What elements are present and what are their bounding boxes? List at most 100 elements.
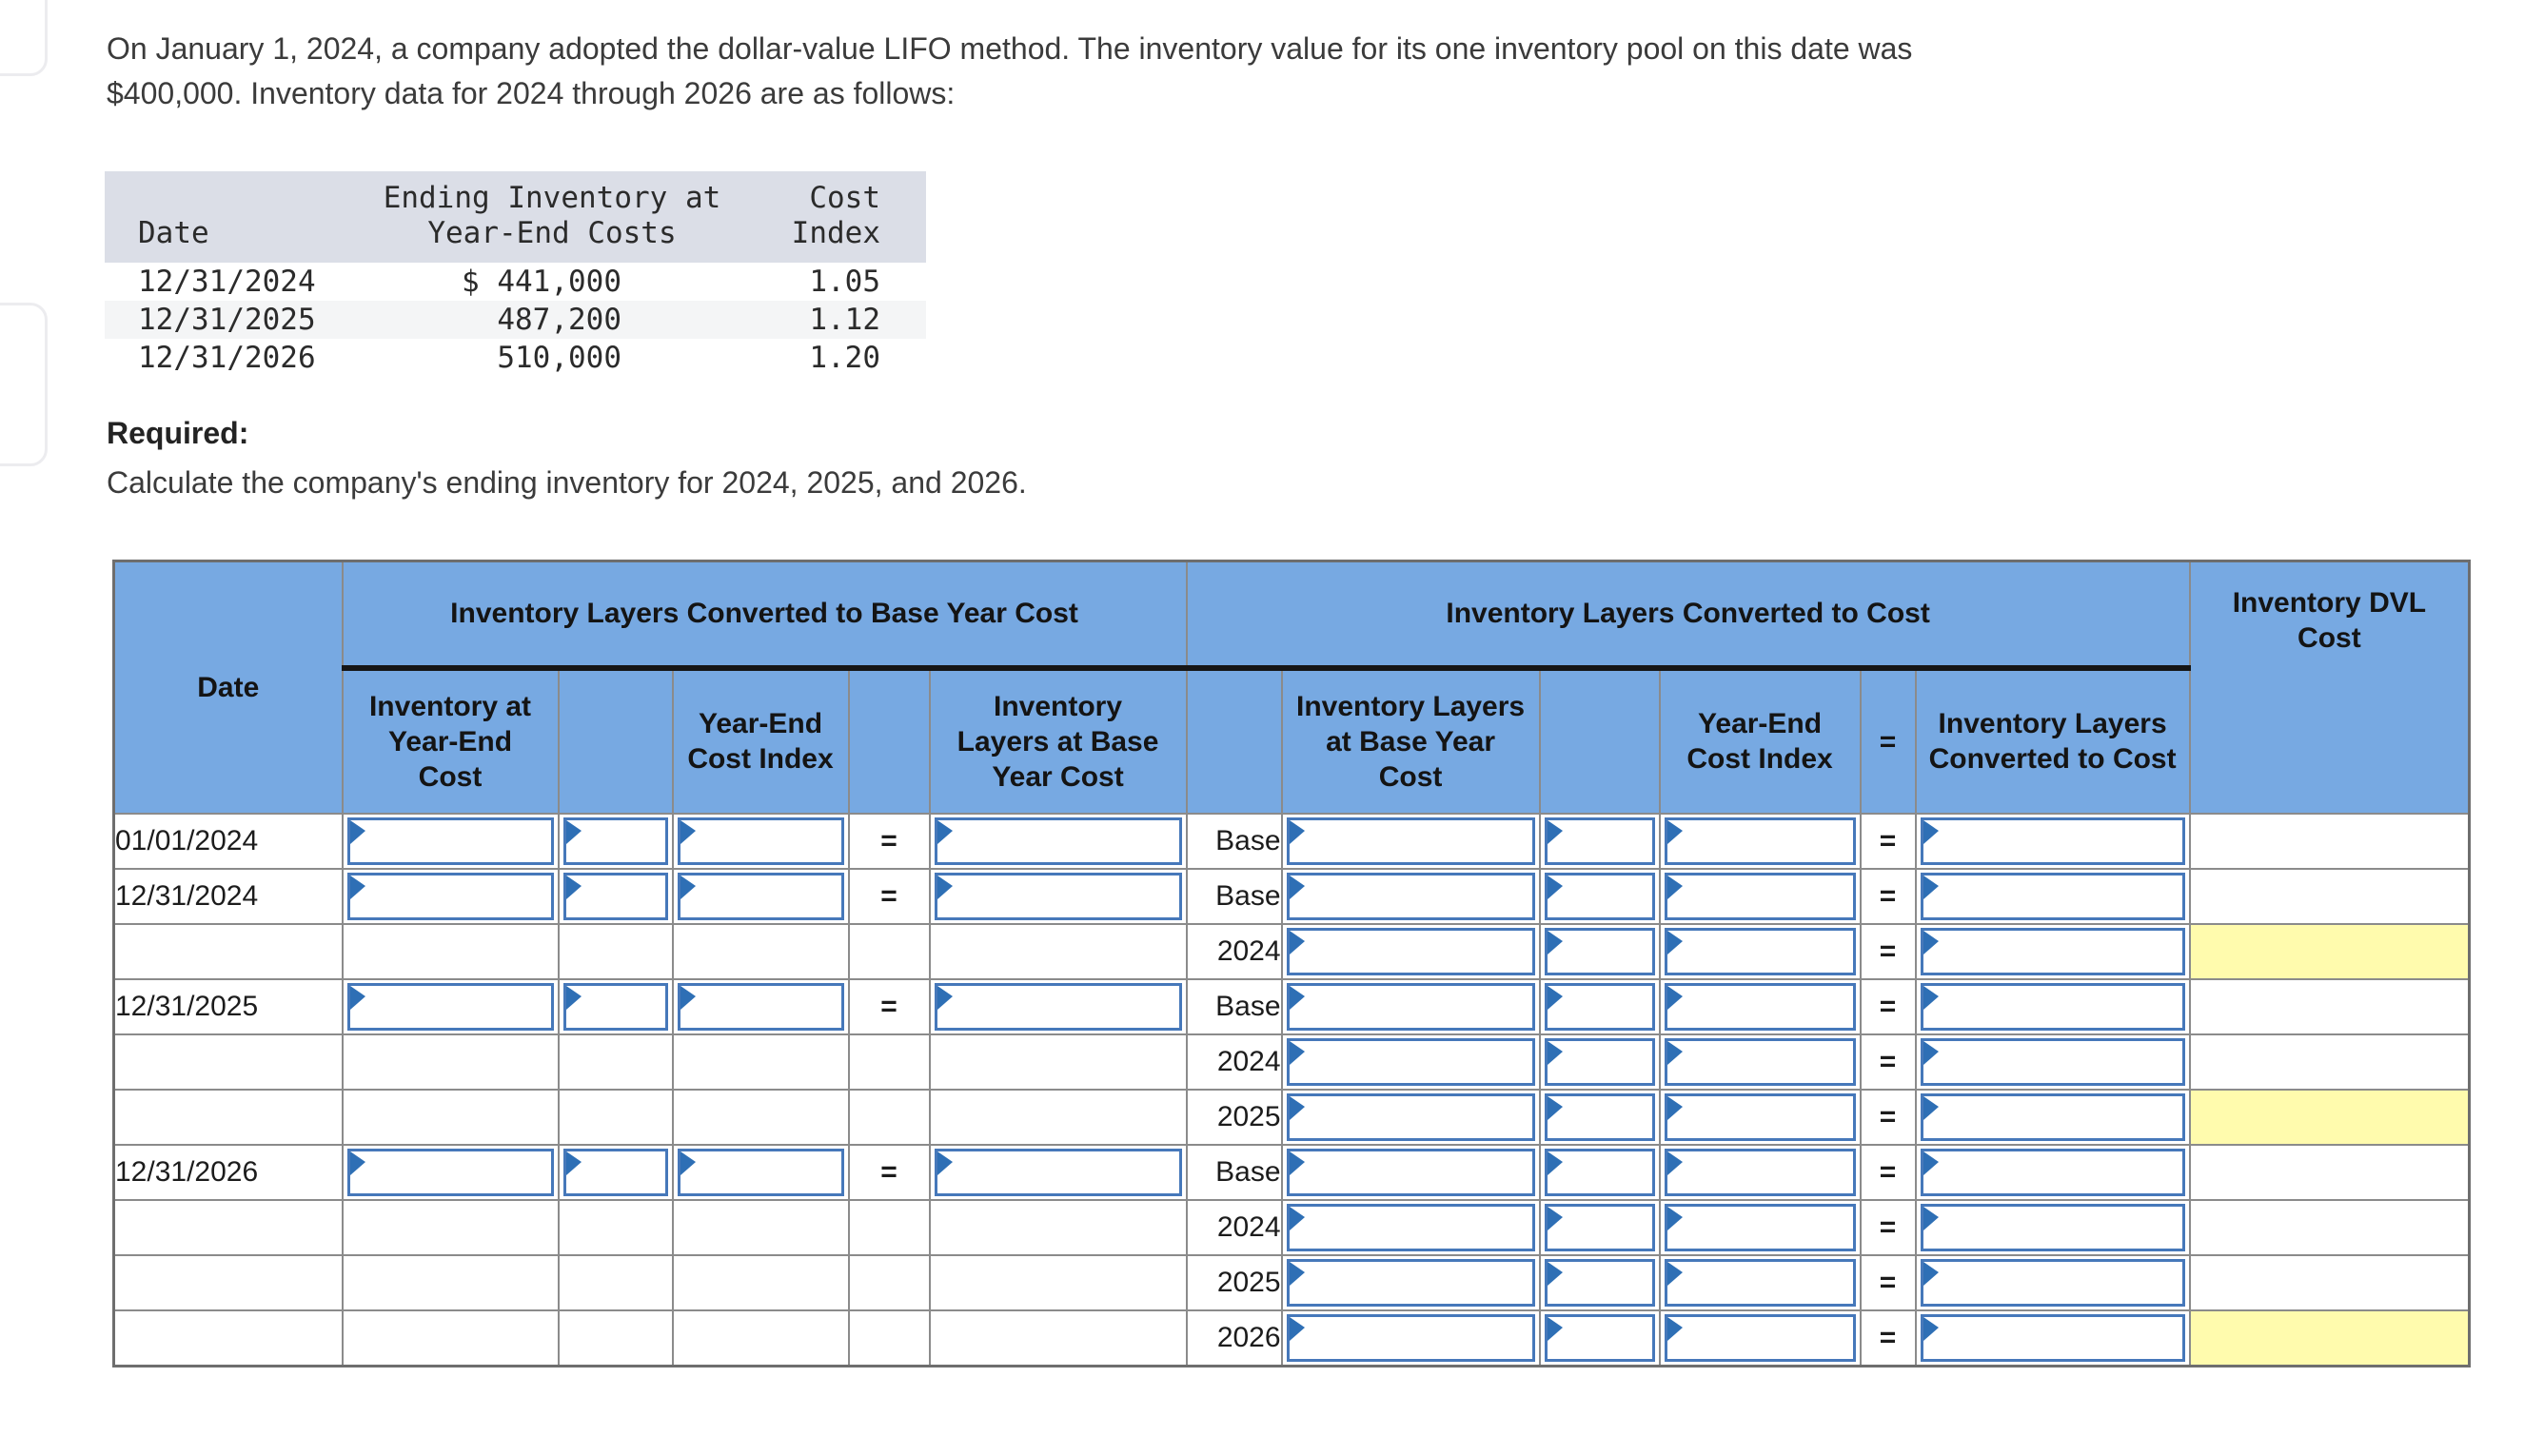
layer-year-end-cost-index-input[interactable] — [1664, 1037, 1856, 1086]
layers-at-base-year-cost-input[interactable] — [1286, 1148, 1535, 1196]
layer-conversion-input[interactable] — [1544, 982, 1655, 1031]
input-flag-icon — [937, 819, 953, 844]
dvl-column-header: Inventory DVL Cost — [2188, 560, 2471, 815]
data-table-row: 12/31/2025 487,200 1.12 — [105, 301, 926, 339]
layers-at-base-year-cost-input[interactable] — [1286, 927, 1535, 975]
g2-year-end-cost-index-header: Year-End Cost Index — [1658, 666, 1862, 815]
base-conversion-input[interactable] — [562, 872, 668, 920]
year-end-cost-index-input[interactable] — [677, 817, 844, 865]
input-flag-icon — [1666, 1261, 1683, 1286]
equals-sign: = — [847, 977, 931, 1035]
layers-converted-to-cost-input[interactable] — [1920, 817, 2185, 865]
layers-at-base-year-cost-input[interactable] — [1286, 1037, 1535, 1086]
year-end-cost-index-input[interactable] — [677, 982, 844, 1031]
layers-converted-to-cost-input[interactable] — [1920, 927, 2185, 975]
inventory-at-year-end-cost-input[interactable] — [346, 817, 554, 865]
layer-year-end-cost-index-input[interactable] — [1664, 817, 1856, 865]
layers-at-base-year-cost-input[interactable] — [1286, 872, 1535, 920]
layer-year-end-cost-index-input[interactable] — [1664, 1258, 1856, 1307]
cropped-side-button — [0, 303, 48, 466]
equals-sign: = — [847, 812, 931, 870]
layers-converted-to-cost-input[interactable] — [1920, 982, 2185, 1031]
input-flag-icon — [1289, 1316, 1305, 1341]
inventory-at-year-end-cost-input[interactable] — [346, 872, 554, 920]
base-conversion-input[interactable] — [562, 1148, 668, 1196]
layers-converted-to-cost-input[interactable] — [1920, 1203, 2185, 1251]
equals-sign: = — [1859, 812, 1917, 870]
input-flag-icon — [680, 985, 696, 1010]
input-flag-icon — [1547, 1151, 1563, 1175]
layer-label-cell: Base — [1185, 812, 1283, 870]
layer-conversion-input[interactable] — [1544, 1148, 1655, 1196]
g2-input-cell — [1914, 1253, 2191, 1311]
layer-conversion-input[interactable] — [1544, 1258, 1655, 1307]
inventory-at-year-end-cost-input[interactable] — [346, 1148, 554, 1196]
layer-year-end-cost-index-input[interactable] — [1664, 1313, 1856, 1362]
layers-at-base-year-cost-input[interactable] — [1286, 1203, 1535, 1251]
layer-label-cell: Base — [1185, 867, 1283, 925]
g1-input-cell — [341, 977, 560, 1035]
layer-conversion-input[interactable] — [1544, 1203, 1655, 1251]
equals-sign: = — [1859, 922, 1917, 980]
layer-conversion-input[interactable] — [1544, 1313, 1655, 1362]
inventory-at-year-end-cost-input[interactable] — [346, 982, 554, 1031]
input-flag-icon — [1923, 1151, 1939, 1175]
layers-converted-to-cost-input[interactable] — [1920, 1313, 2185, 1362]
row-date-cell: 12/31/2025 — [112, 977, 344, 1035]
empty-cell — [847, 1088, 931, 1146]
year-end-cost-index-input[interactable] — [677, 872, 844, 920]
layers-at-base-year-cost-input[interactable] — [1286, 1092, 1535, 1141]
layers-at-base-year-cost-input[interactable] — [1286, 982, 1535, 1031]
layers-converted-to-cost-input[interactable] — [1920, 1037, 2185, 1086]
g2-input-cell — [1914, 977, 2191, 1035]
layer-conversion-input[interactable] — [1544, 872, 1655, 920]
layer-conversion-input[interactable] — [1544, 817, 1655, 865]
g2-input-cell — [1280, 1253, 1541, 1311]
layer-year-end-cost-index-input[interactable] — [1664, 982, 1856, 1031]
row-date-cell — [112, 1033, 344, 1091]
layer-year-end-cost-index-input[interactable] — [1664, 927, 1856, 975]
empty-cell — [671, 1308, 850, 1367]
inventory-layers-at-base-year-cost-input[interactable] — [934, 982, 1182, 1031]
row-date-cell — [112, 1308, 344, 1367]
input-flag-icon — [1923, 1206, 1939, 1230]
empty-cell — [557, 922, 674, 980]
input-flag-icon — [1923, 1095, 1939, 1120]
input-flag-icon — [565, 819, 582, 844]
layer-conversion-input[interactable] — [1544, 927, 1655, 975]
inventory-layers-at-base-year-cost-input[interactable] — [934, 872, 1182, 920]
layers-converted-to-cost-input[interactable] — [1920, 1148, 2185, 1196]
input-flag-icon — [937, 1151, 953, 1175]
input-flag-icon — [565, 985, 582, 1010]
layer-year-end-cost-index-input[interactable] — [1664, 872, 1856, 920]
layers-at-base-year-cost-input[interactable] — [1286, 817, 1535, 865]
layer-label-cell: 2024 — [1185, 1198, 1283, 1256]
data-table-row: 12/31/2024 $ 441,000 1.05 — [105, 263, 926, 301]
layer-label-cell: 2025 — [1185, 1253, 1283, 1311]
layer-year-end-cost-index-input[interactable] — [1664, 1092, 1856, 1141]
inventory-layers-at-base-year-cost-input[interactable] — [934, 817, 1182, 865]
layer-year-end-cost-index-input[interactable] — [1664, 1148, 1856, 1196]
layers-at-base-year-cost-input[interactable] — [1286, 1313, 1535, 1362]
layer-conversion-input[interactable] — [1544, 1037, 1655, 1086]
layer-label-cell: 2024 — [1185, 922, 1283, 980]
layers-at-base-year-cost-input[interactable] — [1286, 1258, 1535, 1307]
inventory-layers-at-base-year-cost-input[interactable] — [934, 1148, 1182, 1196]
layers-converted-to-cost-input[interactable] — [1920, 1258, 2185, 1307]
g1-input-cell — [928, 812, 1188, 870]
work-table-row: 2025 = — [112, 1253, 2471, 1311]
g2-input-cell — [1914, 867, 2191, 925]
layer-conversion-input[interactable] — [1544, 1092, 1655, 1141]
layers-converted-to-cost-input[interactable] — [1920, 1092, 2185, 1141]
input-flag-icon — [1289, 819, 1305, 844]
cropped-side-button-top — [0, 0, 48, 76]
group2-header: Inventory Layers Converted to Cost — [1185, 560, 2191, 671]
input-flag-icon — [1289, 1206, 1305, 1230]
base-conversion-input[interactable] — [562, 982, 668, 1031]
layer-year-end-cost-index-input[interactable] — [1664, 1203, 1856, 1251]
base-conversion-input[interactable] — [562, 817, 668, 865]
g2-input-cell — [1538, 922, 1661, 980]
year-end-cost-index-input[interactable] — [677, 1148, 844, 1196]
layers-converted-to-cost-input[interactable] — [1920, 872, 2185, 920]
input-flag-icon — [1289, 875, 1305, 899]
